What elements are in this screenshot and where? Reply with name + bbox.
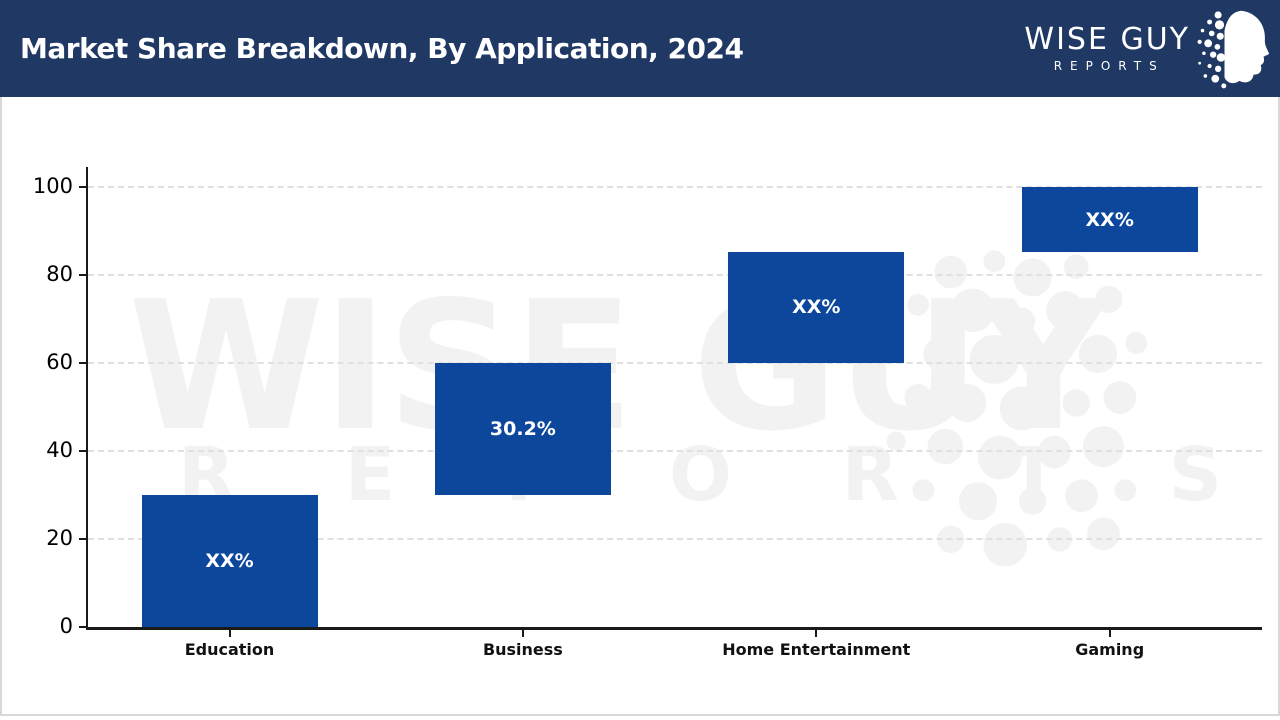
- bar-value-label: XX%: [205, 550, 254, 573]
- x-tick-mark: [521, 630, 524, 637]
- logo-text: WISE GUY REPORTS: [1024, 21, 1190, 74]
- y-tick-mark: [79, 362, 88, 364]
- x-tick-mark: [1108, 630, 1111, 637]
- x-category-label: Gaming: [1075, 640, 1145, 659]
- bar-segment: 30.2%: [434, 362, 611, 496]
- bar-value-label: 30.2%: [489, 417, 556, 440]
- y-axis-line: [86, 167, 88, 629]
- x-tick-mark: [815, 630, 818, 637]
- bar-value-label: XX%: [792, 296, 841, 319]
- bar-segment: XX%: [1021, 187, 1198, 253]
- head-profile-icon: [1197, 10, 1270, 88]
- y-gridline: [88, 186, 1262, 188]
- y-tick-mark: [79, 450, 88, 452]
- bar-value-label: XX%: [1085, 208, 1134, 231]
- y-tick-mark: [79, 186, 88, 188]
- y-tick-label: 20: [46, 526, 73, 550]
- page-title: Market Share Breakdown, By Application, …: [20, 32, 744, 65]
- y-tick-mark: [79, 274, 88, 276]
- x-category-label: Business: [482, 640, 563, 659]
- logo-subtitle: REPORTS: [1053, 58, 1165, 73]
- y-tick-mark: [79, 626, 88, 628]
- bar-segment: XX%: [728, 252, 905, 363]
- y-tick-label: 40: [46, 438, 73, 462]
- y-tick-label: 100: [32, 174, 73, 198]
- x-axis-line: [86, 627, 1262, 630]
- wise-guy-reports-logo: WISE GUY REPORTS: [1024, 5, 1272, 93]
- x-category-label: Home Entertainment: [722, 640, 911, 659]
- x-category-label: Education: [184, 640, 275, 659]
- x-tick-mark: [228, 630, 231, 637]
- y-tick-label: 60: [46, 350, 73, 374]
- header-bar: Market Share Breakdown, By Application, …: [0, 0, 1280, 97]
- y-gridline: [88, 362, 1262, 364]
- y-tick-mark: [79, 538, 88, 540]
- y-tick-label: 0: [59, 614, 73, 638]
- y-gridline: [88, 450, 1262, 452]
- y-gridline: [88, 538, 1262, 540]
- y-gridline: [88, 274, 1262, 276]
- logo-wordmark: WISE GUY: [1024, 21, 1190, 57]
- bar-segment: XX%: [141, 495, 318, 627]
- y-tick-label: 80: [46, 262, 73, 286]
